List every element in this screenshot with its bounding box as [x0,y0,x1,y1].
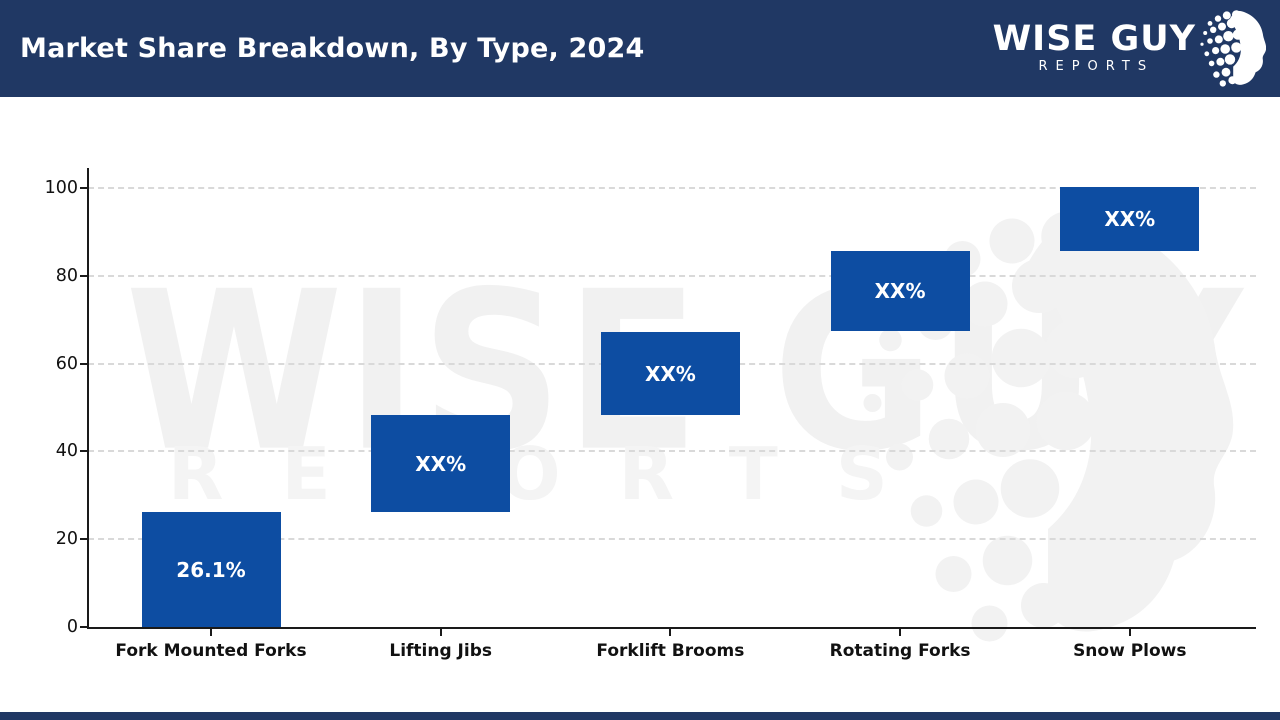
x-axis-line [87,627,1256,629]
category-label-3: Forklift Brooms [596,641,745,661]
category-label-1: Fork Mounted Forks [115,641,307,661]
y-tick-0 [80,626,88,628]
gridline-20 [88,538,1256,541]
bar-4 [830,251,970,332]
x-tick-2 [439,629,442,636]
x-tick-5 [1128,629,1131,636]
y-tick-80 [80,274,88,277]
y-tick-label-40: 40 [55,441,78,462]
wiseguy-logo: WISE GUY REPORTS [993,4,1266,94]
x-tick-4 [899,629,902,636]
x-tick-3 [669,629,672,636]
wiseguy-logo-text: WISE GUY REPORTS [993,20,1196,76]
y-tick-100 [80,187,88,189]
y-tick-label-0: 0 [66,617,78,637]
x-tick-1 [210,629,212,636]
gridline-40 [88,450,1256,453]
bar-label-4: XX% [874,279,926,304]
bar-3 [600,331,740,416]
gridline-100 [88,187,1256,189]
bar-label-3: XX% [644,361,696,386]
y-tick-label-60: 60 [55,353,78,374]
y-axis-line [87,168,89,629]
bar-label-2: XX% [415,451,467,476]
page-title: Market Share Breakdown, By Type, 2024 [20,33,645,64]
wiseguy-logo-wordmark: WISE GUY [992,19,1196,59]
watermark-subtitle: REPORTS [168,432,946,516]
watermark-head-icon [863,211,1234,642]
category-label-4: Rotating Forks [829,641,971,661]
y-tick-40 [80,450,88,453]
bar-5 [1060,186,1200,252]
bar-label-1: 26.1% [176,557,246,582]
wiseguy-head-icon [1200,10,1266,87]
y-tick-20 [80,538,88,541]
bar-1 [141,512,281,627]
wiseguy-logo-subtitle: REPORTS [1038,59,1155,74]
y-tick-label-80: 80 [55,265,78,286]
y-tick-label-20: 20 [55,529,78,550]
header-band: Market Share Breakdown, By Type, 2024 WI… [0,0,1280,97]
bar-2 [371,415,511,513]
footer-band [0,712,1280,720]
category-label-2: Lifting Jibs [389,641,492,661]
y-tick-label-100: 100 [44,178,78,198]
category-label-5: Snow Plows [1073,641,1187,661]
y-tick-60 [80,362,88,365]
bar-label-5: XX% [1104,206,1156,231]
gridline-80 [88,274,1256,277]
